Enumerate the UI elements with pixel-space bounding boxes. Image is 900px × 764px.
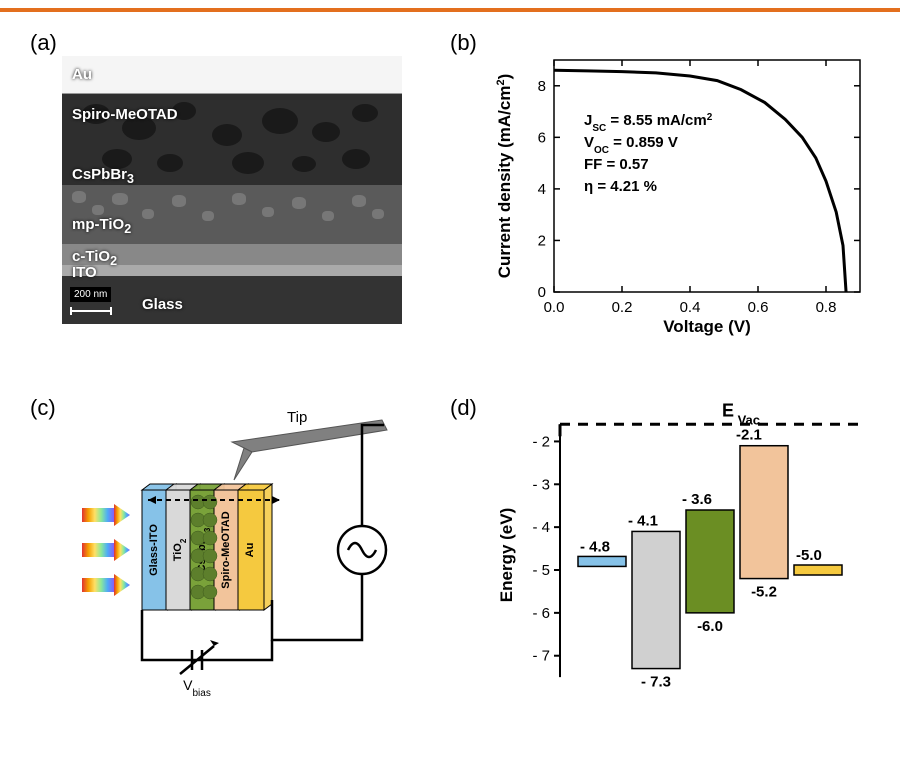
svg-text:Current density (mA/cm2): Current density (mA/cm2)	[495, 74, 514, 279]
kpfm-schematic: Glass-ITOTiO2CsPbBr3Spiro-MeOTADAuTipVbi…	[62, 400, 422, 700]
svg-text:- 6: - 6	[532, 605, 550, 622]
svg-text:0.0: 0.0	[544, 299, 565, 316]
panel-label-c: (c)	[30, 395, 56, 421]
jv-svg: 0.0 0.2 0.4 0.6 0.8 0 2 4 6 8 Voltage (V) Current d…	[492, 48, 872, 338]
svg-text:- 4.8: - 4.8	[580, 538, 610, 555]
svg-text:η = 4.21 %: η = 4.21 %	[584, 178, 657, 195]
svg-text:- 2: - 2	[532, 433, 550, 450]
svg-text:Spiro-MeOTAD: Spiro-MeOTAD	[220, 511, 232, 588]
sem-label-mptio2: mp-TiO2	[72, 216, 131, 236]
sem-scalebar	[70, 310, 112, 312]
sem-label-cspbbr3-sub: 3	[127, 172, 134, 186]
svg-text:0.2: 0.2	[612, 299, 633, 316]
svg-text:-5.2: -5.2	[751, 584, 777, 601]
svg-text:Tip: Tip	[287, 409, 307, 426]
svg-text:- 7.3: - 7.3	[641, 674, 671, 691]
svg-text:- 3.6: - 3.6	[682, 491, 712, 508]
svg-text:- 3: - 3	[532, 476, 550, 493]
svg-text:Energy (eV): Energy (eV)	[497, 508, 516, 602]
top-accent-bar	[0, 8, 900, 12]
svg-text:- 4.1: - 4.1	[628, 512, 658, 529]
sem-label-mptio2-sub: 2	[124, 222, 131, 236]
sem-label-glass: Glass	[142, 296, 183, 313]
sem-label-ctio2-sub: 2	[110, 254, 117, 268]
sem-cross-section: Au Spiro-MeOTAD CsPbBr3 mp-TiO2 c-TiO2 I…	[62, 56, 402, 324]
panel-label-d: (d)	[450, 395, 477, 421]
svg-text:Voltage (V): Voltage (V)	[663, 317, 751, 336]
svg-text:-6.0: -6.0	[697, 618, 723, 635]
sem-label-au: Au	[72, 66, 92, 83]
svg-text:Vbias: Vbias	[183, 677, 211, 699]
svg-text:0.8: 0.8	[816, 299, 837, 316]
svg-text:Glass-ITO: Glass-ITO	[148, 524, 160, 576]
panel-label-a: (a)	[30, 30, 57, 56]
svg-text:VOC = 0.859 V: VOC = 0.859 V	[584, 134, 678, 156]
schematic-svg: Glass-ITOTiO2CsPbBr3Spiro-MeOTADAuTipVbi…	[62, 400, 422, 700]
svg-text:0: 0	[538, 284, 546, 301]
panel-label-b: (b)	[450, 30, 477, 56]
svg-text:-5.0: -5.0	[796, 547, 822, 564]
sem-label-mptio2-text: mp-TiO	[72, 216, 124, 233]
svg-text:- 5: - 5	[532, 562, 550, 579]
energy-svg: - 2- 3- 4- 5- 6- 7Energy (eV)E Vac- 4.8-…	[492, 400, 872, 700]
svg-text:Au: Au	[244, 543, 256, 558]
sem-label-spiro: Spiro-MeOTAD	[72, 106, 178, 123]
energy-diagram: - 2- 3- 4- 5- 6- 7Energy (eV)E Vac- 4.8-…	[492, 400, 872, 700]
svg-text:8: 8	[538, 78, 546, 95]
svg-text:- 4: - 4	[532, 519, 550, 536]
svg-text:2: 2	[538, 232, 546, 249]
svg-text:6: 6	[538, 129, 546, 146]
svg-text:- 7: - 7	[532, 648, 550, 665]
svg-text:0.6: 0.6	[748, 299, 769, 316]
svg-text:-2.1: -2.1	[736, 427, 762, 444]
sem-scalebar-label: 200 nm	[70, 287, 111, 302]
jv-chart: 0.0 0.2 0.4 0.6 0.8 0 2 4 6 8 Voltage (V) Current d…	[492, 48, 872, 338]
sem-label-cspbbr3-text: CsPbBr	[72, 166, 127, 183]
sem-label-ito: ITO	[72, 264, 97, 281]
sem-label-cspbbr3: CsPbBr3	[72, 166, 134, 186]
svg-text:0.4: 0.4	[680, 299, 701, 316]
sem-label-ctio2-text: c-TiO	[72, 248, 110, 265]
svg-text:FF = 0.57: FF = 0.57	[584, 156, 649, 173]
svg-text:JSC = 8.55 mA/cm2: JSC = 8.55 mA/cm2	[584, 112, 713, 134]
svg-text:4: 4	[538, 181, 546, 198]
